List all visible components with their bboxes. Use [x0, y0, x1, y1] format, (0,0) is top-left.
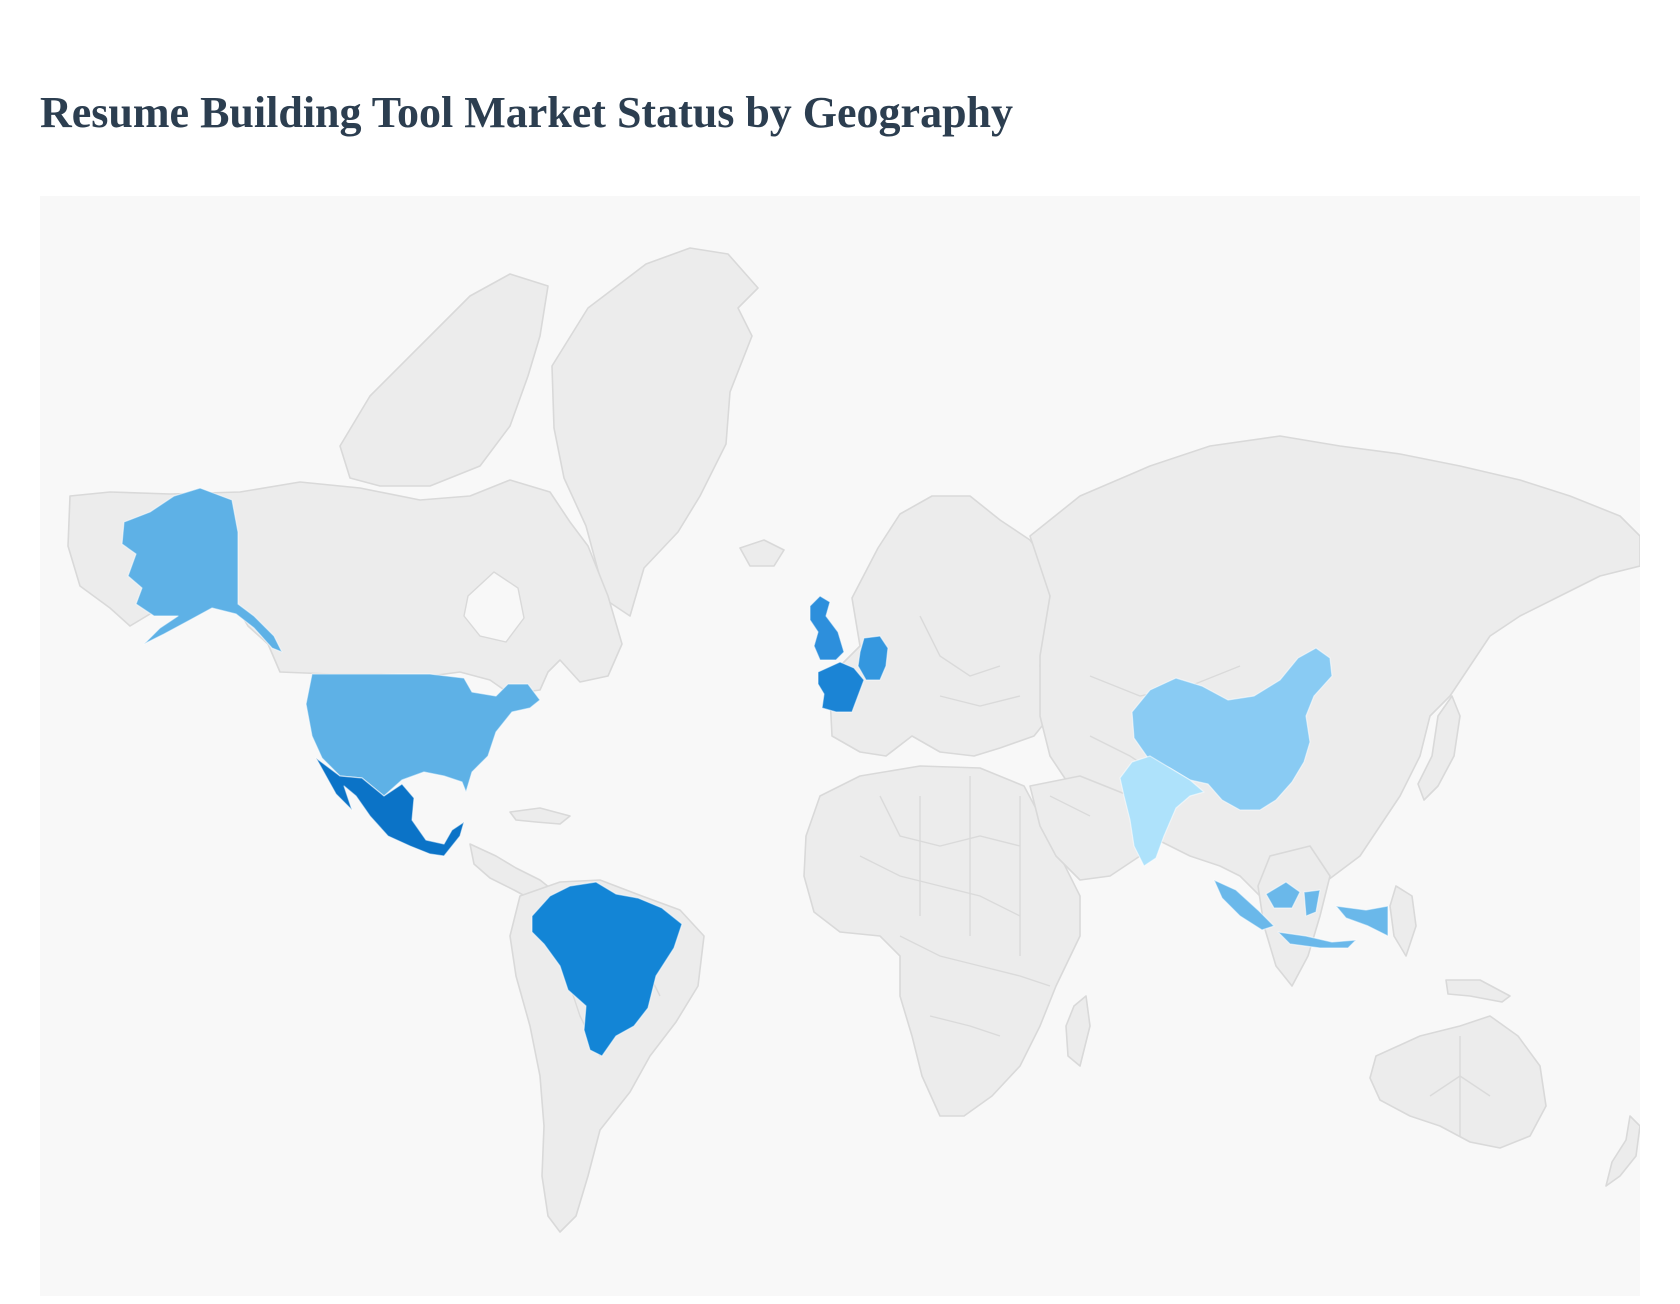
land-madagascar — [1065, 995, 1091, 1067]
country-mexico[interactable] — [315, 757, 465, 857]
country-indonesia[interactable] — [1213, 879, 1389, 949]
page-title: Resume Building Tool Market Status by Ge… — [40, 88, 1014, 137]
land-greenland — [551, 247, 759, 617]
country-china[interactable] — [1131, 647, 1333, 811]
land-caribbean — [509, 807, 571, 825]
land-arctic-islands — [339, 273, 549, 487]
land-africa — [803, 765, 1081, 1117]
country-brazil[interactable] — [531, 881, 683, 1057]
country-germany[interactable] — [857, 635, 889, 681]
country-france[interactable] — [817, 661, 865, 713]
country-united-kingdom[interactable] — [809, 595, 845, 661]
country-united-states-alaska[interactable] — [121, 487, 283, 653]
world-map — [40, 196, 1640, 1296]
land-philippines — [1389, 885, 1417, 957]
base-landmass — [67, 247, 1640, 1233]
land-hudson-bay — [463, 571, 525, 643]
land-papua-new-guinea — [1445, 979, 1511, 1003]
land-australia — [1369, 1015, 1547, 1149]
country-india[interactable] — [1119, 755, 1205, 867]
land-europe — [829, 495, 1051, 757]
land-japan — [1417, 695, 1461, 801]
land-southeast-asia — [1257, 845, 1331, 987]
land-new-zealand — [1605, 1115, 1640, 1187]
world-map-svg — [67, 247, 1640, 1233]
land-iceland — [739, 539, 785, 567]
highlighted-countries — [121, 487, 1389, 1057]
